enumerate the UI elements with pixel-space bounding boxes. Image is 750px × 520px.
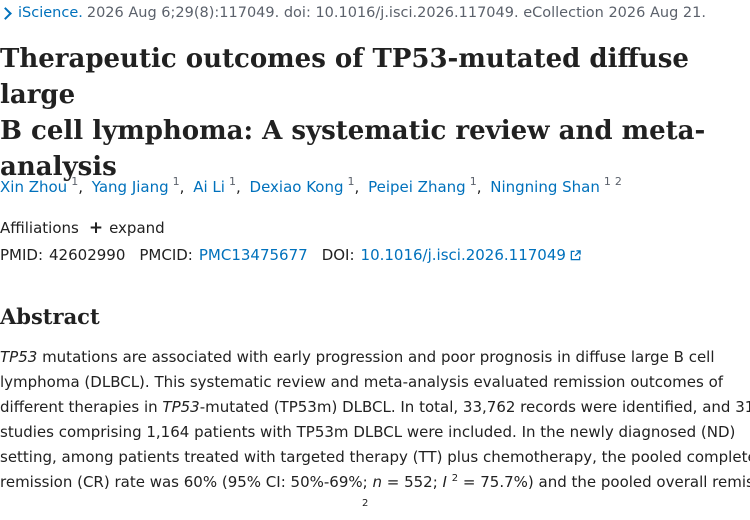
abstract-text: TP53 mutations are associated with early… bbox=[0, 345, 750, 520]
pmcid-link[interactable]: PMC13475677 bbox=[198, 246, 308, 264]
author-link[interactable]: Dexiao Kong bbox=[249, 178, 344, 196]
author-link[interactable]: Ningning Shan bbox=[490, 178, 600, 196]
abstract-line: lymphoma (DLBCL). This systematic review… bbox=[0, 373, 724, 391]
pmid-label: PMID: bbox=[0, 246, 44, 264]
identifiers-row: PMID: 42602990 PMCID: PMC13475677 DOI: 1… bbox=[0, 246, 581, 264]
pmcid-label: PMCID: bbox=[139, 246, 193, 264]
author-link[interactable]: Ai Li bbox=[193, 178, 225, 196]
abstract-line: setting, among patients treated with tar… bbox=[0, 448, 750, 466]
pmid-value: 42602990 bbox=[49, 246, 126, 264]
abstract-heading: Abstract bbox=[0, 304, 100, 329]
abstract-line: 2 bbox=[362, 498, 369, 509]
affiliation-ref[interactable]: 2 bbox=[614, 175, 622, 188]
affiliation-ref[interactable]: 1 bbox=[172, 175, 180, 188]
title-line-1: Therapeutic outcomes of TP53-mutated dif… bbox=[0, 44, 689, 110]
affiliation-ref[interactable]: 1 bbox=[228, 175, 236, 188]
article-title: Therapeutic outcomes of TP53-mutated dif… bbox=[0, 41, 750, 185]
chevron-right-icon[interactable] bbox=[0, 6, 12, 20]
author-link[interactable]: Peipei Zhang bbox=[368, 178, 466, 196]
affiliation-ref[interactable]: 1 bbox=[469, 175, 477, 188]
abstract-line: different therapies in TP53-mutated (TP5… bbox=[0, 398, 750, 416]
affiliations-label: Affiliations bbox=[0, 219, 79, 237]
citation-details: 2026 Aug 6;29(8):117049. doi: 10.1016/j.… bbox=[86, 5, 706, 21]
expand-label[interactable]: expand bbox=[109, 219, 165, 237]
affiliations-toggle[interactable]: Affiliations + expand bbox=[0, 218, 165, 238]
citation-line: iScience. 2026 Aug 6;29(8):117049. doi: … bbox=[0, 5, 706, 21]
author-link[interactable]: Yang Jiang bbox=[91, 178, 169, 196]
plus-icon[interactable]: + bbox=[88, 218, 104, 238]
title-line-3: analysis bbox=[0, 152, 117, 182]
affiliation-ref[interactable]: 1 bbox=[71, 175, 79, 188]
doi-link[interactable]: 10.1016/j.isci.2026.117049 bbox=[360, 246, 566, 264]
abstract-line: studies comprising 1,164 patients with T… bbox=[0, 423, 736, 441]
title-line-2: B cell lymphoma: A systematic review and… bbox=[0, 116, 706, 146]
abstract-line: TP53 mutations are associated with early… bbox=[0, 348, 715, 366]
external-link-icon[interactable] bbox=[570, 249, 581, 261]
affiliation-ref[interactable]: 1 bbox=[603, 175, 611, 188]
author-link[interactable]: Xin Zhou bbox=[0, 178, 68, 196]
abstract-line: remission (CR) rate was 60% (95% CI: 50%… bbox=[0, 473, 750, 491]
affiliation-ref[interactable]: 1 bbox=[347, 175, 355, 188]
journal-link[interactable]: iScience. bbox=[18, 5, 83, 21]
doi-label: DOI: bbox=[321, 246, 355, 264]
author-list: Xin Zhou 1, Yang Jiang 1, Ai Li 1, Dexiao K… bbox=[0, 175, 622, 196]
